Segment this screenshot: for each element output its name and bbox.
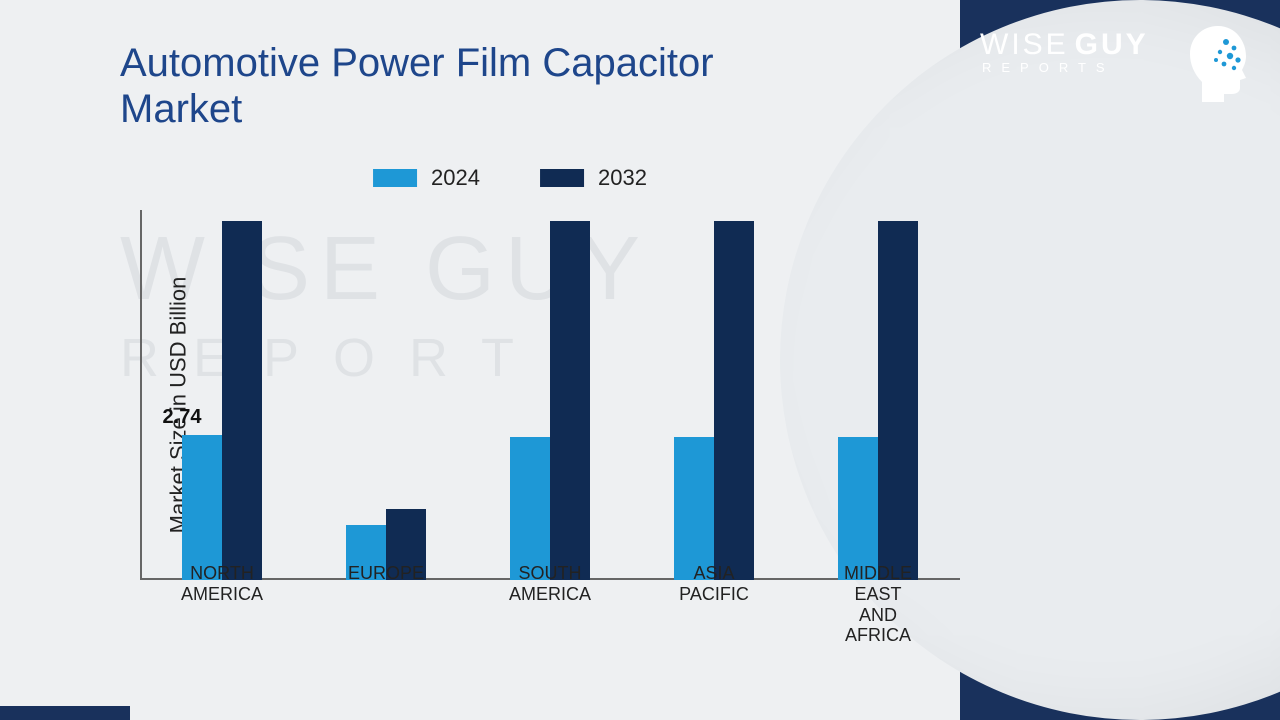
chart-area: Market Size in USD Billion 2024 2032 2.7… (60, 170, 960, 640)
bar-2032 (550, 221, 590, 580)
legend-swatch-2024 (373, 169, 417, 187)
legend-label-2024: 2024 (431, 165, 480, 191)
footer-accent-bar (0, 706, 130, 720)
x-axis-category-label: NORTHAMERICA (140, 553, 304, 646)
bar-value-label: 2.74 (163, 406, 202, 429)
brand-logo: WISE GUY REPORTS (980, 28, 1250, 98)
bar-2032 (222, 221, 262, 580)
x-axis-category-label: ASIAPACIFIC (632, 553, 796, 646)
logo-word-wise: WISE (980, 28, 1069, 62)
page-root: WISE GUY REPORTS Automotive Power Film C… (0, 0, 1280, 720)
x-axis-labels: NORTHAMERICAEUROPESOUTHAMERICAASIAPACIFI… (140, 553, 960, 646)
x-axis-category-label: MIDDLEEASTANDAFRICA (796, 553, 960, 646)
bar-group (796, 210, 960, 580)
logo-word-guy: GUY (1075, 28, 1149, 62)
head-profile-icon (1180, 22, 1250, 102)
bar-groups: 2.74 (140, 210, 960, 580)
bar-group (632, 210, 796, 580)
bar-group (304, 210, 468, 580)
legend-item-2024: 2024 (373, 165, 480, 191)
legend-swatch-2032 (540, 169, 584, 187)
legend: 2024 2032 (373, 165, 647, 191)
bar-group: 2.74 (140, 210, 304, 580)
chart-title: Automotive Power Film Capacitor Market (120, 40, 820, 132)
legend-label-2032: 2032 (598, 165, 647, 191)
plot-region: 2.74 (140, 210, 960, 580)
x-axis-category-label: EUROPE (304, 553, 468, 646)
bar-2032 (878, 221, 918, 580)
bar-group (468, 210, 632, 580)
bar-2032 (714, 221, 754, 580)
legend-item-2032: 2032 (540, 165, 647, 191)
x-axis-category-label: SOUTHAMERICA (468, 553, 632, 646)
